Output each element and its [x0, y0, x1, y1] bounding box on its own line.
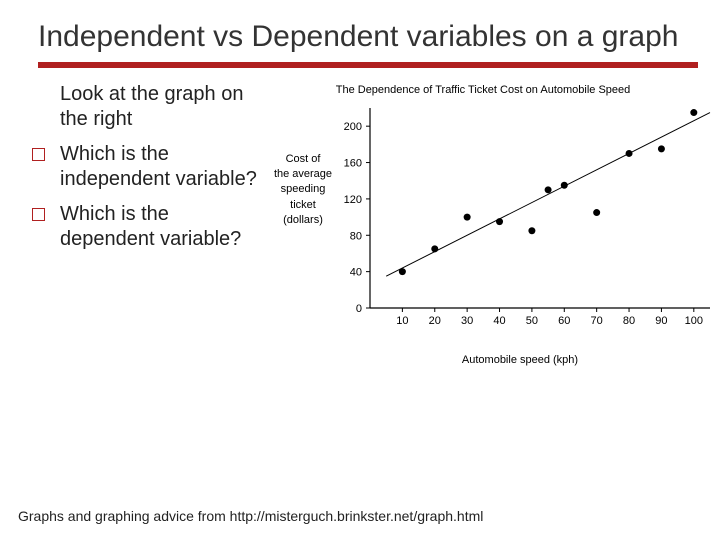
chart-column: The Dependence of Traffic Ticket Cost on… — [268, 82, 698, 362]
svg-text:160: 160 — [344, 157, 362, 169]
intro-wrapper: Look at the graph on the right — [30, 82, 260, 132]
svg-text:30: 30 — [461, 315, 473, 327]
chart-title: The Dependence of Traffic Ticket Cost on… — [268, 84, 698, 96]
bullet-item: Which is the dependent variable? — [30, 202, 260, 252]
svg-text:60: 60 — [558, 315, 570, 327]
svg-text:40: 40 — [493, 315, 505, 327]
svg-text:200: 200 — [344, 121, 362, 133]
bullet-text: Which is the dependent variable? — [60, 203, 241, 250]
bullet-list: Which is the independent variable? Which… — [30, 142, 260, 252]
svg-text:10: 10 — [396, 315, 408, 327]
svg-text:40: 40 — [350, 266, 362, 278]
svg-text:80: 80 — [350, 230, 362, 242]
title-underline — [38, 62, 698, 68]
intro-text: Look at the graph on the right — [60, 82, 260, 132]
text-column: Look at the graph on the right Which is … — [30, 82, 260, 362]
slide-title: Independent vs Dependent variables on a … — [30, 18, 698, 56]
svg-text:50: 50 — [526, 315, 538, 327]
scatter-chart: 10 20 30 40 50 60 70 80 90 100 0 40 80 120 160 200 — [340, 102, 716, 332]
content-row: Look at the graph on the right Which is … — [30, 82, 698, 362]
x-axis-label: Automobile speed (kph) — [340, 354, 700, 366]
svg-text:80: 80 — [623, 315, 635, 327]
svg-text:70: 70 — [591, 315, 603, 327]
svg-text:90: 90 — [655, 315, 667, 327]
svg-text:120: 120 — [344, 193, 362, 205]
svg-text:20: 20 — [429, 315, 441, 327]
bullet-text: Which is the independent variable? — [60, 143, 257, 190]
y-axis-label: Cost of the average speeding ticket (dol… — [268, 152, 338, 229]
chart-area: Cost of the average speeding ticket (dol… — [268, 102, 698, 362]
svg-text:0: 0 — [356, 303, 362, 315]
slide: Independent vs Dependent variables on a … — [0, 0, 728, 546]
svg-text:100: 100 — [685, 315, 703, 327]
bullet-item: Which is the independent variable? — [30, 142, 260, 192]
footer-text: Graphs and graphing advice from http://m… — [18, 508, 483, 524]
